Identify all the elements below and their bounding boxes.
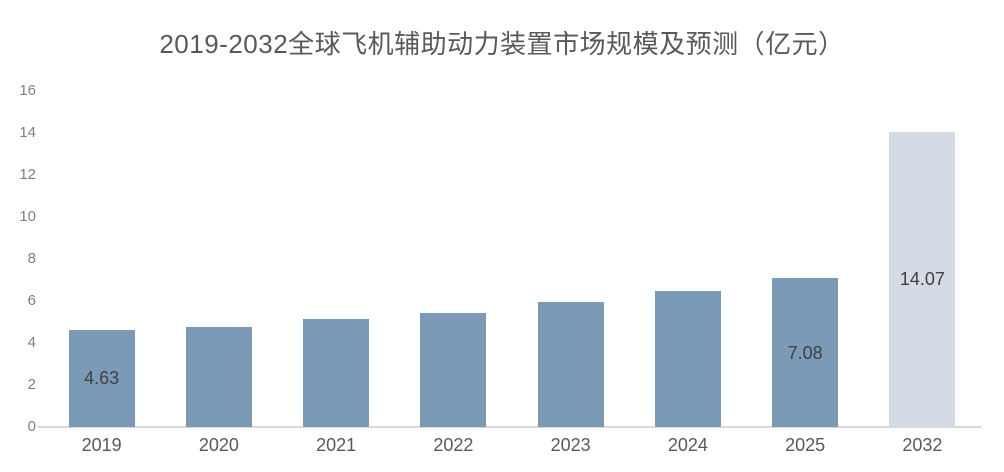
bar-2019: 4.63 <box>68 329 135 427</box>
x-axis-tick-label: 2020 <box>198 435 239 455</box>
bar-2025: 7.08 <box>772 278 839 427</box>
x-axis-tick-label: 2023 <box>550 435 591 455</box>
x-axis-tick-label: 2019 <box>81 435 122 455</box>
bar-value-label: 14.07 <box>899 269 945 290</box>
bar-value-label: 4.63 <box>84 368 120 389</box>
y-axis-tick-label: 12 <box>19 166 36 183</box>
x-axis-tick-label: 2022 <box>433 435 474 455</box>
x-axis-tick-label: 2021 <box>316 435 357 455</box>
bar-value-label: 7.08 <box>787 342 823 363</box>
x-axis-tick-label: 2032 <box>902 435 943 455</box>
bar-2032: 14.07 <box>889 131 956 427</box>
bar-2020 <box>185 327 252 427</box>
bar-2024 <box>654 290 721 427</box>
y-axis-tick-label: 6 <box>27 292 36 309</box>
bar-2023 <box>537 302 604 427</box>
x-axis-tick-label: 2024 <box>667 435 708 455</box>
y-axis-tick-label: 4 <box>27 334 36 351</box>
y-axis-tick-label: 2 <box>27 376 36 393</box>
y-axis-tick-label: 0 <box>27 418 36 435</box>
y-axis-tick-label: 10 <box>19 208 36 225</box>
x-axis-line <box>38 426 981 428</box>
bar-2022 <box>420 312 487 427</box>
y-axis-tick-label: 16 <box>19 82 36 99</box>
y-axis-tick-label: 8 <box>27 250 36 267</box>
chart-title: 2019-2032全球飞机辅助动力装置市场规模及预测（亿元） <box>159 29 845 59</box>
bar-2021 <box>303 318 370 427</box>
y-axis-tick-label: 14 <box>19 124 36 141</box>
x-axis-tick-label: 2025 <box>785 435 826 455</box>
